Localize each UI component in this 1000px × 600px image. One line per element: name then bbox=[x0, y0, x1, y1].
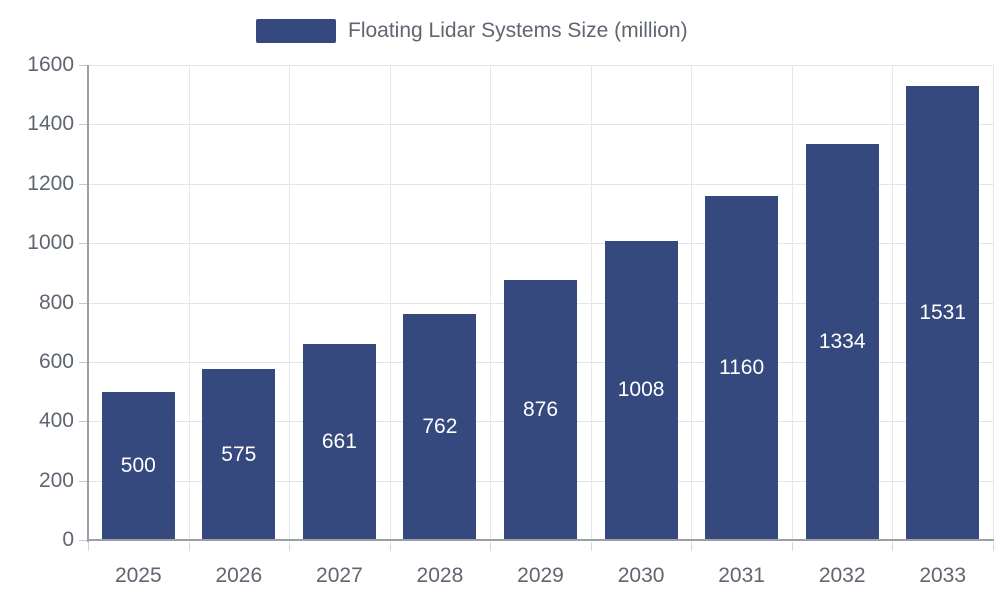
x-axis-tick-label: 2031 bbox=[718, 564, 765, 587]
y-axis-line bbox=[87, 65, 89, 542]
bar-value-label: 1160 bbox=[719, 355, 765, 379]
bar-value-label: 500 bbox=[120, 453, 156, 477]
y-axis-tick bbox=[79, 65, 88, 66]
x-gridline bbox=[993, 65, 994, 540]
x-axis-line bbox=[87, 539, 994, 541]
bar-value-label: 762 bbox=[422, 414, 458, 438]
y-axis-tick bbox=[79, 480, 88, 482]
x-axis-tick bbox=[590, 542, 592, 551]
x-axis-tick bbox=[791, 542, 793, 551]
bar-value-label: 876 bbox=[522, 397, 559, 421]
y-gridline bbox=[88, 183, 993, 185]
bar-2033[interactable]: 1531 bbox=[906, 85, 980, 539]
x-axis-tick-label: 2027 bbox=[316, 564, 363, 587]
bar-2025[interactable]: 500 bbox=[101, 391, 175, 539]
bar-value-label: 1008 bbox=[617, 378, 665, 402]
y-axis-tick-label: 600 bbox=[38, 349, 74, 373]
y-axis-tick-label: 1600 bbox=[27, 53, 74, 76]
x-axis-tick-label: 2030 bbox=[617, 564, 665, 587]
y-gridline bbox=[88, 65, 993, 66]
x-gridline bbox=[490, 65, 492, 540]
bar-value-label: 1531 bbox=[919, 300, 967, 324]
x-axis-tick bbox=[188, 542, 190, 551]
x-axis-tick bbox=[993, 542, 994, 551]
x-axis-tick bbox=[691, 542, 693, 551]
y-axis-tick-label: 400 bbox=[38, 409, 74, 433]
y-axis-tick bbox=[79, 540, 88, 541]
x-gridline bbox=[691, 65, 693, 540]
y-axis-tick-label: 1400 bbox=[27, 112, 74, 136]
x-axis-tick-label: 2033 bbox=[919, 564, 967, 587]
y-axis-tick-label: 800 bbox=[38, 290, 74, 314]
x-axis-tick bbox=[389, 542, 391, 551]
y-axis-tick-label: 1200 bbox=[27, 171, 74, 195]
bar-value-label: 1334 bbox=[818, 330, 866, 353]
bar-2029[interactable]: 876 bbox=[504, 279, 577, 539]
y-axis-tick bbox=[79, 183, 88, 185]
bar-value-label: 661 bbox=[321, 429, 357, 453]
x-axis-tick-label: 2032 bbox=[818, 564, 866, 587]
x-axis-tick-label: 2028 bbox=[416, 564, 464, 587]
bar-2030[interactable]: 1008 bbox=[604, 240, 678, 540]
y-axis-tick-label: 1000 bbox=[27, 231, 74, 255]
x-axis-tick bbox=[88, 542, 89, 551]
bar-2031[interactable]: 1160 bbox=[705, 195, 779, 539]
x-gridline bbox=[791, 65, 793, 540]
bar-2027[interactable]: 661 bbox=[302, 343, 376, 539]
bar-2028[interactable]: 762 bbox=[403, 313, 477, 539]
y-gridline bbox=[88, 243, 993, 245]
legend-swatch bbox=[256, 19, 336, 43]
y-axis-tick bbox=[79, 302, 88, 304]
x-gridline bbox=[590, 65, 592, 540]
x-axis-tick-label: 2025 bbox=[114, 564, 162, 587]
x-gridline bbox=[289, 65, 291, 540]
bar-2026[interactable]: 575 bbox=[202, 369, 276, 539]
y-axis-tick-label: 0 bbox=[62, 528, 74, 551]
bar-2032[interactable]: 1334 bbox=[805, 144, 879, 539]
y-axis-tick bbox=[79, 243, 88, 245]
x-axis-tick-label: 2026 bbox=[215, 564, 263, 587]
legend-item[interactable]: Floating Lidar Systems Size (million) bbox=[256, 19, 688, 43]
bar-value-label: 575 bbox=[221, 442, 257, 466]
x-axis-tick-label: 2029 bbox=[517, 564, 564, 587]
y-axis-tick bbox=[79, 421, 88, 423]
x-axis-tick bbox=[892, 542, 894, 551]
y-gridline bbox=[88, 124, 993, 126]
y-axis-tick bbox=[79, 361, 88, 363]
x-gridline bbox=[188, 65, 190, 540]
x-axis-tick bbox=[289, 542, 291, 551]
x-gridline bbox=[389, 65, 391, 540]
x-axis-tick bbox=[490, 542, 492, 551]
x-gridline bbox=[892, 65, 894, 540]
y-axis-tick bbox=[79, 124, 88, 126]
y-axis-tick-label: 200 bbox=[38, 468, 74, 492]
legend-label: Floating Lidar Systems Size (million) bbox=[348, 19, 688, 42]
